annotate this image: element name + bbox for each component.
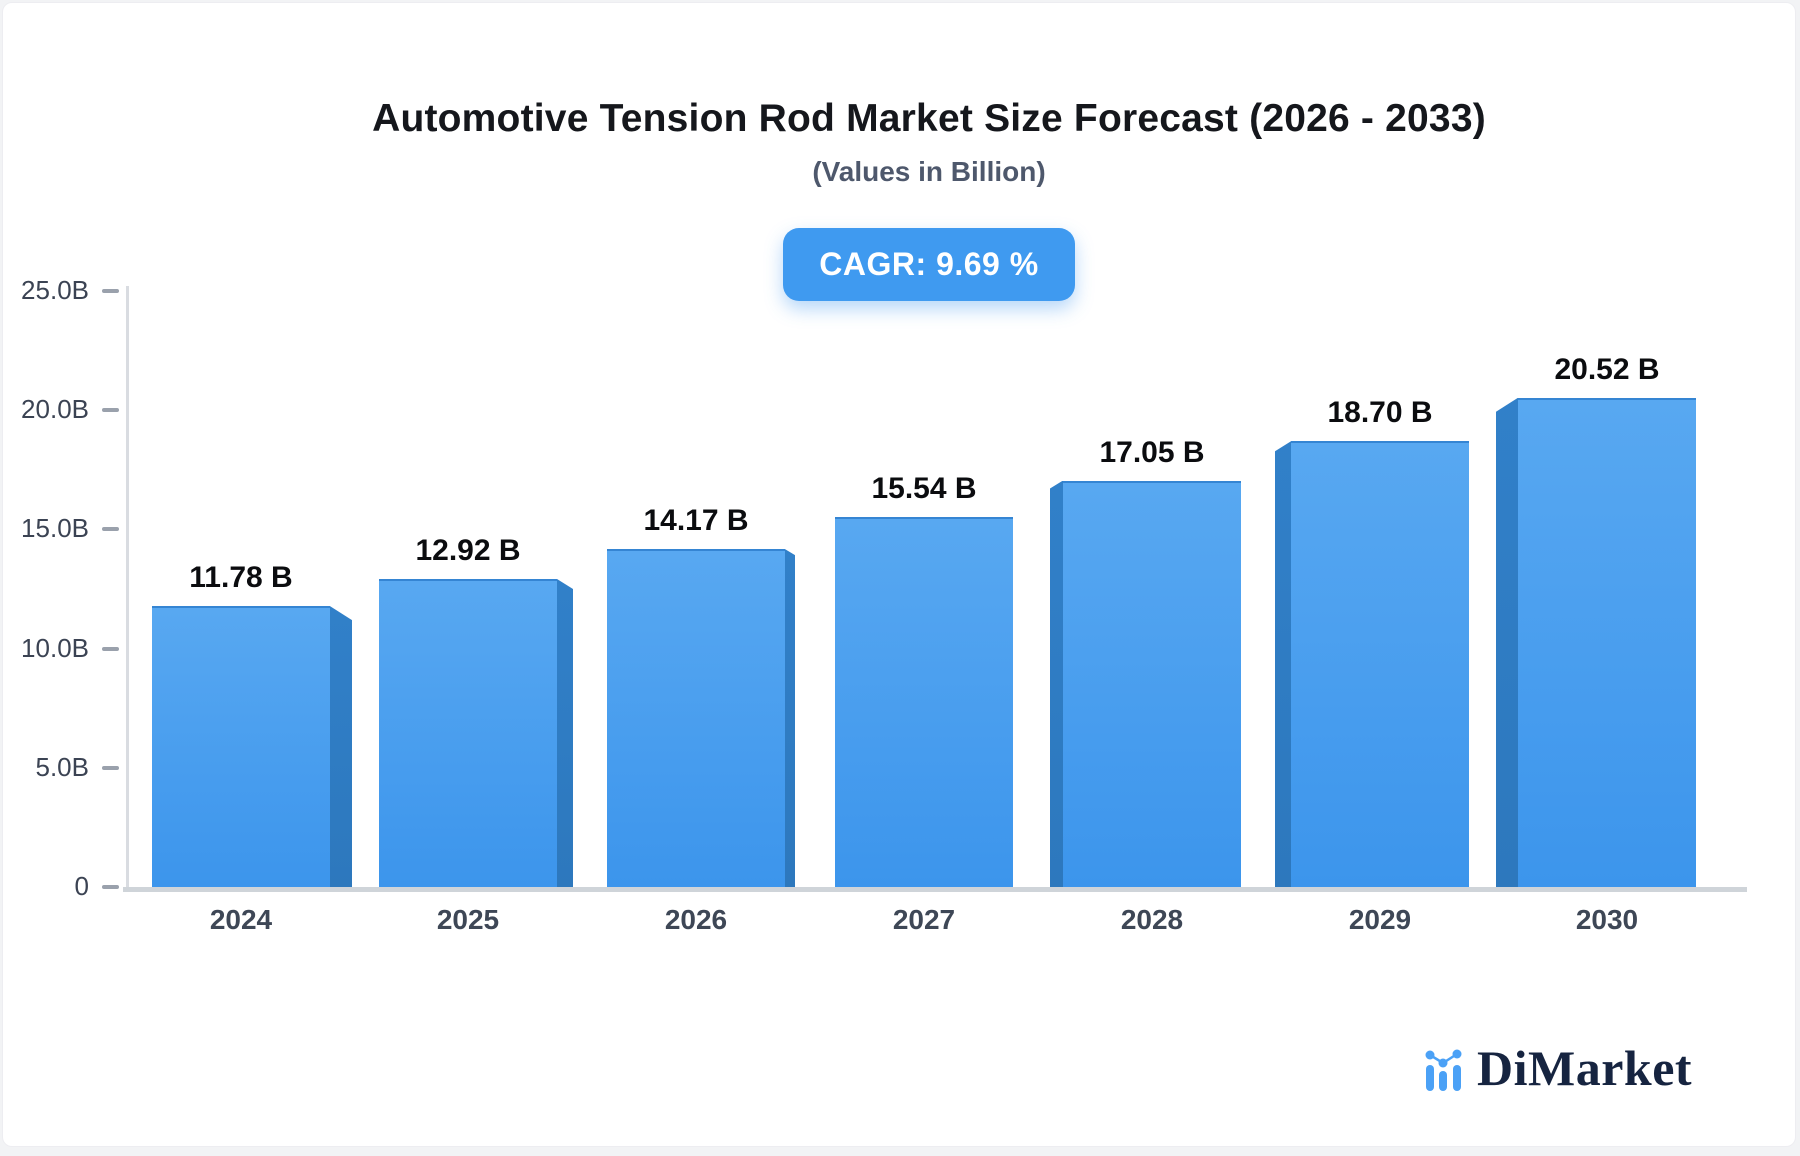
bar-value-label: 14.17 B: [643, 504, 749, 538]
y-axis-tick-label: 10.0B: [21, 632, 89, 663]
y-axis-tick-mark: [102, 527, 119, 532]
bar-value-label: 11.78 B: [189, 561, 293, 595]
bar: [1291, 441, 1469, 887]
x-axis-label: 2028: [1120, 904, 1184, 935]
chart-subtitle: (Values in Billion): [812, 156, 1046, 187]
cagr-badge: CAGR: 9.69 %: [783, 228, 1075, 301]
x-axis-label: 2029: [1348, 904, 1412, 935]
bar-3d-side: [1496, 397, 1518, 887]
bar-value-label: 20.52 B: [1554, 352, 1660, 386]
chart-header: Automotive Tension Rod Market Size Forec…: [133, 97, 1725, 301]
y-axis-tick-label: 0: [74, 871, 89, 901]
bar-3d-side: [557, 578, 573, 887]
bar-value-label: 12.92 B: [415, 533, 521, 567]
bar-value-label: 17.05 B: [1099, 435, 1205, 469]
bar: [835, 516, 1013, 887]
bar-3d-side: [785, 549, 795, 887]
bar-chart-icon: [1425, 1049, 1462, 1091]
y-axis-tick-label: 25.0B: [21, 275, 89, 305]
y-axis-tick-mark: [102, 646, 119, 651]
y-axis-tick-label: 20.0B: [21, 394, 89, 425]
y-axis-tick-mark: [102, 289, 119, 293]
dimarket-logo: DiMarket: [1424, 1043, 1692, 1093]
chart-title: Automotive Tension Rod Market Size Forec…: [372, 97, 1486, 140]
bar-value-label: 18.70 B: [1327, 396, 1433, 430]
x-axis-label: 2027: [892, 904, 956, 935]
bar-3d-side: [1050, 480, 1063, 887]
y-axis-tick-mark: [102, 765, 119, 770]
bar: [607, 549, 785, 887]
x-axis-label: 2025: [436, 904, 500, 935]
bar-3d-side: [1275, 441, 1291, 887]
bar: [379, 578, 557, 887]
bar-chart-plot: 25.0B 20.0B 15.0B 10.0B 5.0B 0 11.78 B 2024 12.9…: [3, 3, 1795, 1146]
x-axis-label: 2030: [1575, 904, 1639, 935]
x-axis-label: 2024: [209, 904, 273, 935]
logo-text: DiMarket: [1477, 1040, 1693, 1096]
y-axis-tick-label: 15.0B: [21, 513, 89, 544]
bar: [1518, 397, 1696, 887]
y-axis-line: [126, 286, 129, 892]
bar: [152, 606, 330, 887]
bar-value-label: 15.54 B: [871, 471, 977, 505]
y-axis-tick-label: 5.0B: [35, 751, 90, 782]
bar-3d-side: [330, 606, 352, 887]
x-axis-label: 2026: [664, 904, 728, 935]
x-axis-line: [123, 887, 1747, 892]
y-axis-tick-mark: [102, 885, 119, 889]
y-axis-tick-mark: [102, 408, 119, 413]
bar: [1063, 480, 1241, 887]
